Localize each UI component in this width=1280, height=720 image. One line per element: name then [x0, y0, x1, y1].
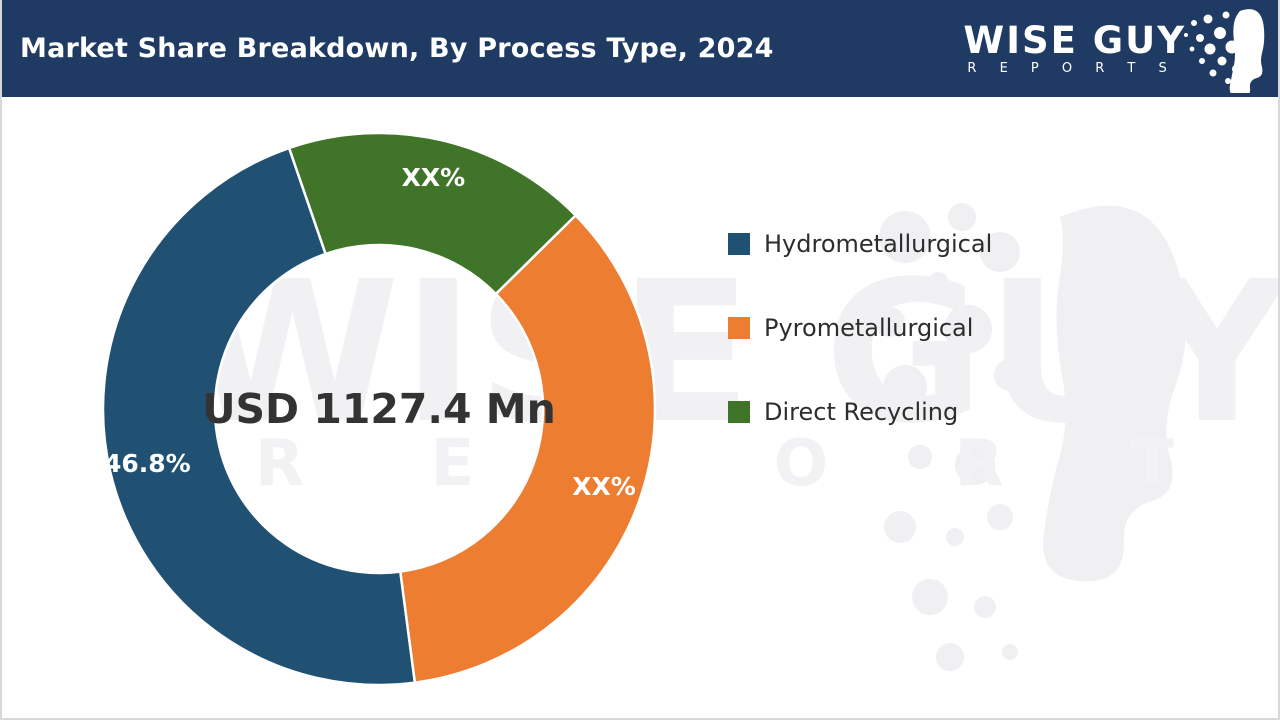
- header-bar: Market Share Breakdown, By Process Type,…: [0, 0, 1280, 97]
- wise-guy-logo: WISE GUY R E P O R T S: [963, 5, 1280, 93]
- watermark-face-dots-art: [875, 203, 1186, 671]
- donut-segment-direct-recycling: [287, 131, 577, 296]
- donut-segment-hydrometallurgical: [101, 146, 417, 687]
- legend-swatch: [728, 233, 750, 255]
- legend-item-hydrometallurgical: Hydrometallurgical: [728, 230, 992, 258]
- legend-swatch: [728, 317, 750, 339]
- watermark-wordmark: WISE GUY: [185, 239, 1280, 466]
- watermark: WISE GUY R E P O R T S: [0, 97, 1280, 720]
- legend-item-pyrometallurgical: Pyrometallurgical: [728, 314, 992, 342]
- logo-subtext: R E P O R T S: [967, 61, 1177, 76]
- logo-wordmark: WISE GUY: [963, 19, 1186, 62]
- legend-label: Hydrometallurgical: [764, 230, 993, 258]
- watermark-reports: R E P O R T S: [255, 427, 1280, 501]
- donut-center-value: USD 1127.4 Mn: [202, 385, 556, 433]
- chart-legend: Hydrometallurgical Pyrometallurgical Direc…: [728, 230, 992, 482]
- segment-value-label: 46.8%: [104, 449, 191, 478]
- legend-label: Direct Recycling: [764, 398, 959, 426]
- logo-face-dots-icon: [1184, 8, 1265, 93]
- legend-label: Pyrometallurgical: [764, 314, 974, 342]
- segment-value-label: XX%: [402, 163, 466, 192]
- page-title: Market Share Breakdown, By Process Type,…: [20, 33, 774, 64]
- segment-value-label: XX%: [572, 472, 636, 501]
- legend-item-direct-recycling: Direct Recycling: [728, 398, 992, 426]
- legend-swatch: [728, 401, 750, 423]
- logo-text: WISE GUY R E P O R T S: [963, 22, 1186, 75]
- donut-segment-pyrometallurgical: [399, 214, 657, 684]
